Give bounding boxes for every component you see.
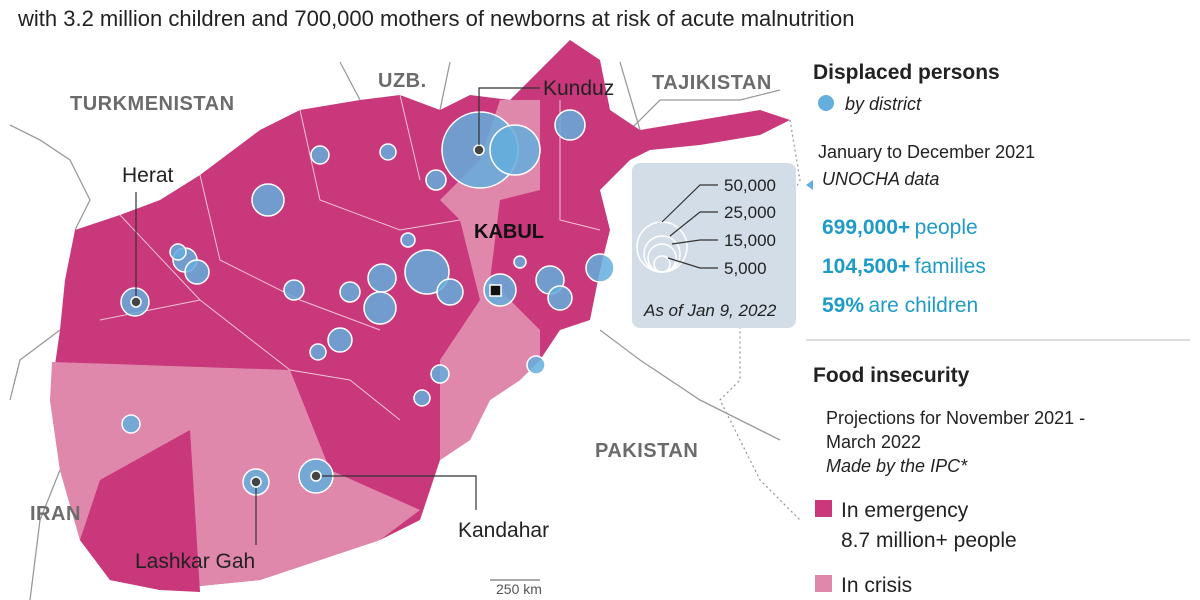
stat-value: 59% [822, 294, 864, 317]
period: January to December 2021 [818, 142, 1035, 162]
projection-line: Projections for November 2021 - [826, 408, 1085, 428]
legend-swatch [815, 575, 832, 592]
leader-line [322, 475, 477, 510]
scale-label: 250 km [496, 581, 542, 597]
bubble [404, 249, 450, 295]
border-line [339, 61, 641, 131]
bubble [121, 414, 141, 434]
city-marker [473, 144, 485, 156]
projection-line: March 2022 [826, 432, 921, 452]
bubble [425, 169, 447, 191]
stat-unit: people [915, 216, 978, 239]
bubble [310, 145, 330, 165]
legend-label: In emergency [841, 499, 969, 522]
bubble [585, 253, 615, 283]
country-label: PAKISTAN [595, 440, 698, 462]
bubble [309, 343, 327, 361]
stat: 104,500+ families [822, 255, 986, 278]
bubble [169, 243, 187, 261]
border-line [9, 124, 91, 231]
bubble-legend-note: As of Jan 9, 2022 [643, 301, 777, 320]
capital-label: KABUL [474, 221, 544, 243]
legend-swatch [818, 95, 834, 111]
bubble [513, 255, 527, 269]
bubble [367, 263, 397, 293]
bubble [339, 281, 361, 303]
legend-label: In crisis [841, 574, 912, 597]
bubble-legend-label: 5,000 [724, 259, 767, 278]
capital-marker [489, 284, 502, 297]
city-label: Herat [122, 164, 174, 187]
bubble [251, 183, 285, 217]
country-label: TURKMENISTAN [70, 93, 235, 115]
bubble [554, 109, 586, 141]
stat-value: 104,500+ [822, 255, 910, 278]
stat: 699,000+ people [822, 216, 978, 239]
border-line [9, 329, 61, 401]
source: Made by the IPC* [826, 456, 968, 476]
bubble [526, 355, 546, 375]
legend-swatch [815, 500, 832, 517]
bubble [363, 291, 397, 325]
bubble-legend-label: 50,000 [724, 176, 776, 195]
stat-value: 699,000+ [822, 216, 910, 239]
legend-circle [653, 255, 671, 273]
country-label: IRAN [30, 503, 81, 525]
bubble [436, 278, 464, 306]
city-label: Kandahar [458, 519, 549, 542]
bubble-legend-box [632, 163, 796, 328]
section-subtitle: by district [845, 94, 922, 114]
region-emergency [80, 430, 200, 592]
stat-unit: families [915, 255, 986, 278]
border-line [599, 89, 781, 441]
subtitle: with 3.2 million children and 700,000 mo… [17, 6, 854, 31]
pointer [806, 180, 813, 190]
bubble [547, 285, 573, 311]
country-label: TAJIKISTAN [652, 72, 772, 94]
leader-line [478, 87, 540, 145]
legend-leaders [661, 184, 718, 269]
section-title: Food insecurity [813, 364, 970, 387]
section-title: Displaced persons [813, 61, 1000, 84]
bubble-legend-label: 25,000 [724, 203, 776, 222]
country-label: UZB. [378, 70, 427, 92]
bubble [283, 279, 305, 301]
bubble [400, 232, 416, 248]
city-label: Lashkar Gah [135, 550, 255, 573]
city-marker [250, 476, 262, 488]
stat: 59% are children [822, 294, 978, 317]
bubble [489, 124, 541, 176]
border-line [29, 469, 61, 600]
bubble [430, 364, 450, 384]
city-marker [310, 470, 322, 482]
bubble [184, 259, 210, 285]
city-marker [130, 296, 142, 308]
bubble-legend-label: 15,000 [724, 231, 776, 250]
bubble [413, 389, 431, 407]
bubble [379, 143, 397, 161]
stat-unit: are children [868, 294, 978, 317]
bubble [327, 327, 353, 353]
province-lines [99, 94, 601, 421]
legend-detail: 8.7 million+ people [841, 529, 1017, 552]
source: UNOCHA data [822, 169, 939, 189]
city-label: Kunduz [543, 77, 614, 100]
bubbles [120, 109, 615, 496]
